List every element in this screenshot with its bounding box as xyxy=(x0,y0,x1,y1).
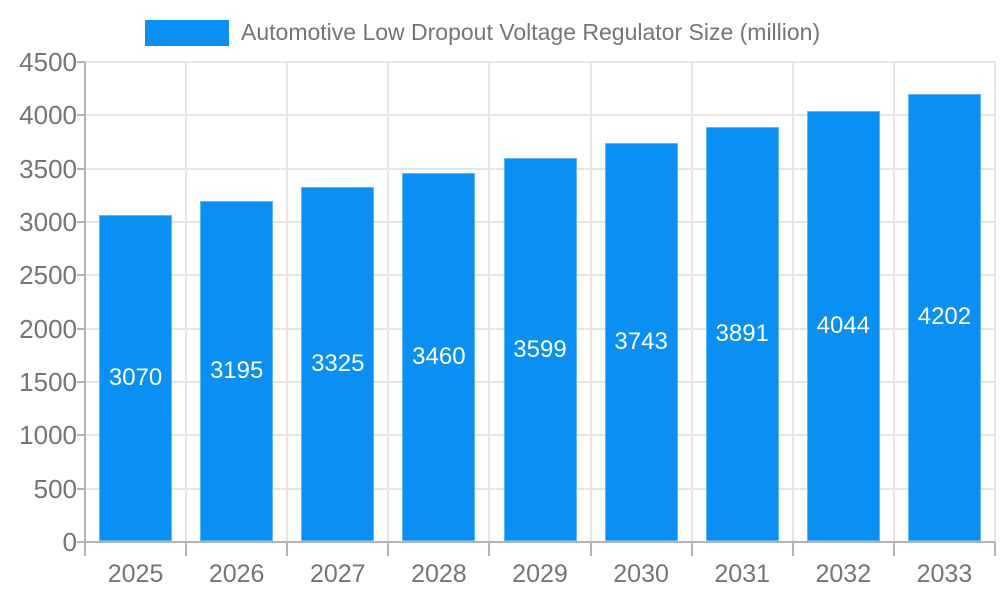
v-gridline xyxy=(690,62,693,542)
x-axis-tick xyxy=(185,542,188,556)
y-axis-tick xyxy=(77,541,85,543)
x-axis-tick xyxy=(892,542,895,556)
y-axis-tick-label: 500 xyxy=(33,473,77,504)
y-axis-line xyxy=(84,62,86,556)
h-gridline xyxy=(85,114,995,117)
x-axis-tick xyxy=(791,542,794,556)
legend-item[interactable]: Automotive Low Dropout Voltage Regulator… xyxy=(145,19,820,46)
x-axis-label: 2028 xyxy=(411,560,467,588)
x-axis-label: 2030 xyxy=(613,560,669,588)
v-gridline xyxy=(387,62,390,542)
legend-label: Automotive Low Dropout Voltage Regulator… xyxy=(241,19,821,45)
v-gridline xyxy=(994,62,996,542)
x-axis-label: 2031 xyxy=(714,560,771,588)
bar-value-label: 4044 xyxy=(816,311,871,339)
y-axis-tick xyxy=(77,381,85,383)
v-gridline xyxy=(185,62,188,542)
y-axis-tick xyxy=(77,167,85,170)
x-axis-label: 2033 xyxy=(916,560,973,588)
x-axis-tick xyxy=(387,542,390,556)
y-axis-tick-label: 3500 xyxy=(19,153,77,184)
y-axis-tick xyxy=(77,274,85,277)
x-axis-label: 2027 xyxy=(309,560,366,588)
y-axis-tick xyxy=(77,221,85,223)
x-axis-label: 2032 xyxy=(815,560,872,588)
x-axis-label: 2026 xyxy=(208,560,265,588)
bar-2025[interactable]: 3070 xyxy=(99,214,173,541)
h-gridline xyxy=(85,61,995,63)
x-axis-tick xyxy=(488,542,491,556)
bar-value-label: 3325 xyxy=(311,350,365,378)
v-gridline xyxy=(791,62,794,542)
bar-value-label: 3070 xyxy=(108,363,163,391)
bar-value-label: 3891 xyxy=(715,319,769,347)
v-gridline xyxy=(488,62,491,542)
x-axis-line xyxy=(84,541,995,543)
x-axis-label: 2029 xyxy=(512,560,568,588)
y-axis-tick-label: 4000 xyxy=(19,100,77,131)
x-axis-tick xyxy=(690,542,693,556)
bar-value-label: 3743 xyxy=(614,327,668,355)
bar-value-label: 3460 xyxy=(412,342,466,370)
legend-swatch xyxy=(145,19,229,46)
bar-value-label: 3599 xyxy=(513,335,567,363)
y-axis-tick-label: 3000 xyxy=(19,207,77,237)
bar-2030[interactable]: 3743 xyxy=(604,142,678,541)
y-axis-tick xyxy=(77,487,85,490)
x-axis-tick xyxy=(286,542,289,556)
y-axis-tick xyxy=(77,61,85,63)
y-axis-tick-label: 2000 xyxy=(19,313,77,344)
x-axis-tick xyxy=(589,542,592,556)
bar-2031[interactable]: 3891 xyxy=(705,126,779,541)
bar-2028[interactable]: 3460 xyxy=(402,172,476,541)
y-axis-tick-label: 2500 xyxy=(19,260,77,291)
bar-2033[interactable]: 4202 xyxy=(907,93,981,541)
bar-2032[interactable]: 4044 xyxy=(806,110,880,541)
x-axis-label: 2025 xyxy=(107,560,164,588)
bar-value-label: 4202 xyxy=(917,303,972,331)
y-axis-tick-label: 1500 xyxy=(19,367,77,397)
y-axis-tick-label: 0 xyxy=(62,527,77,557)
x-axis-tick xyxy=(994,542,996,556)
y-axis-tick xyxy=(77,434,85,437)
bar-2029[interactable]: 3599 xyxy=(503,158,577,541)
y-axis-tick xyxy=(77,327,85,330)
v-gridline xyxy=(589,62,592,542)
y-axis-tick-label: 1000 xyxy=(19,420,77,451)
v-gridline xyxy=(892,62,895,542)
v-gridline xyxy=(286,62,289,542)
y-axis-tick-label: 4500 xyxy=(19,47,77,77)
y-axis-tick xyxy=(77,114,85,117)
bar-value-label: 3195 xyxy=(209,357,264,385)
bar-2026[interactable]: 3195 xyxy=(200,201,274,541)
bar-2027[interactable]: 3325 xyxy=(301,187,375,541)
